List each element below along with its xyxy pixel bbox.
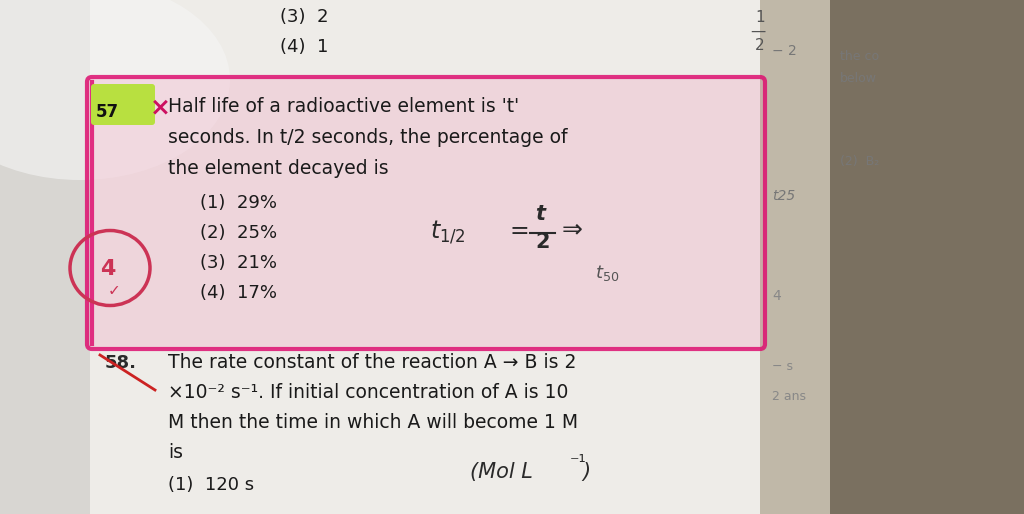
Text: the co: the co (840, 50, 880, 63)
Text: 2: 2 (755, 38, 765, 53)
Text: 4: 4 (772, 289, 780, 303)
Text: (3)  21%: (3) 21% (200, 254, 278, 272)
Text: 58.: 58. (105, 354, 137, 372)
Text: t25: t25 (772, 189, 796, 203)
Text: (1)  120 s: (1) 120 s (168, 476, 254, 494)
Text: 57: 57 (96, 103, 119, 121)
Text: the element decayed is: the element decayed is (168, 159, 389, 178)
Polygon shape (760, 0, 1024, 514)
Text: ✓: ✓ (108, 283, 121, 298)
Text: Half life of a radioactive element is 't': Half life of a radioactive element is 't… (168, 97, 519, 116)
Text: is: is (168, 443, 183, 462)
Text: ×: × (150, 96, 171, 120)
Text: ⇒: ⇒ (562, 217, 583, 241)
Text: M then the time in which A will become 1 M: M then the time in which A will become 1… (168, 413, 579, 432)
Text: t: t (535, 204, 545, 224)
Text: ⁻¹: ⁻¹ (570, 454, 587, 472)
Polygon shape (0, 0, 90, 514)
Text: − s: − s (772, 360, 793, 373)
Text: =: = (510, 219, 529, 243)
Text: 2 ans: 2 ans (772, 390, 806, 403)
Polygon shape (0, 0, 760, 514)
Polygon shape (760, 0, 830, 514)
Text: (1)  29%: (1) 29% (200, 194, 278, 212)
Text: (3)  2: (3) 2 (280, 8, 329, 26)
Text: —: — (750, 24, 765, 39)
Text: $t_{50}$: $t_{50}$ (595, 263, 620, 283)
FancyBboxPatch shape (91, 84, 155, 125)
Text: (4)  1: (4) 1 (280, 38, 329, 56)
Text: 1: 1 (755, 10, 765, 25)
Text: below: below (840, 72, 877, 85)
Text: (Mol L: (Mol L (470, 462, 532, 482)
Text: The rate constant of the reaction A → B is 2: The rate constant of the reaction A → B … (168, 353, 577, 372)
Text: $t_{1/2}$: $t_{1/2}$ (430, 218, 466, 246)
FancyBboxPatch shape (87, 77, 765, 349)
Text: seconds. In t/2 seconds, the percentage of: seconds. In t/2 seconds, the percentage … (168, 128, 567, 147)
Text: 2: 2 (535, 232, 550, 252)
Text: (2)  25%: (2) 25% (200, 224, 278, 242)
Text: − 2: − 2 (772, 44, 797, 58)
Text: (4)  17%: (4) 17% (200, 284, 278, 302)
Text: ×10⁻² s⁻¹. If initial concentration of A is 10: ×10⁻² s⁻¹. If initial concentration of A… (168, 383, 568, 402)
Text: ): ) (582, 462, 590, 482)
Ellipse shape (0, 0, 230, 180)
Text: (2)  B₂: (2) B₂ (840, 155, 880, 168)
Text: 4: 4 (100, 259, 116, 279)
